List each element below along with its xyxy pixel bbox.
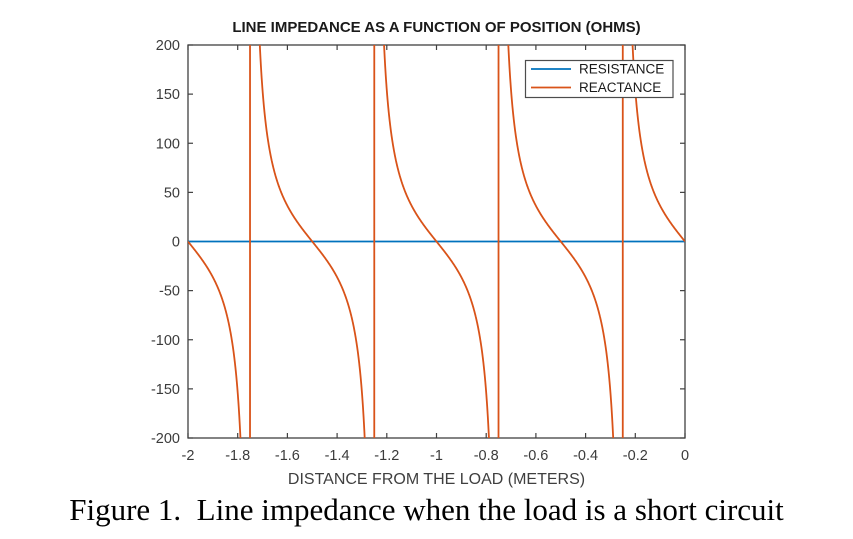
curves-layer xyxy=(188,45,685,438)
x-tick-label: -1.4 xyxy=(325,448,350,464)
x-axis-label: DISTANCE FROM THE LOAD (METERS) xyxy=(288,471,585,488)
chart-title: LINE IMPEDANCE AS A FUNCTION OF POSITION… xyxy=(232,19,640,36)
x-tick-label: -1 xyxy=(430,448,443,464)
x-tick-label: -0.8 xyxy=(474,448,499,464)
y-tick-label: -50 xyxy=(159,284,180,300)
y-tick-label: -150 xyxy=(151,382,180,398)
legend: RESISTANCE REACTANCE xyxy=(524,59,674,99)
legend-box xyxy=(524,59,674,99)
y-tick-label: -100 xyxy=(151,333,180,349)
x-tick-label: -1.8 xyxy=(225,448,250,464)
y-tick-label: 100 xyxy=(156,136,180,152)
x-tick-label: -0.2 xyxy=(623,448,648,464)
figure-caption: Figure 1. Line impedance when the load i… xyxy=(69,492,784,527)
x-tick-label: -0.6 xyxy=(523,448,548,464)
impedance-plot: LINE IMPEDANCE AS A FUNCTION OF POSITION… xyxy=(151,19,689,488)
y-tick-label: 50 xyxy=(164,185,180,201)
y-tick-label: 0 xyxy=(172,235,180,251)
y-tick-label: -200 xyxy=(151,431,180,447)
y-tick-label: 200 xyxy=(156,38,180,54)
y-tick-label: 150 xyxy=(156,87,180,103)
reactance-curve xyxy=(188,45,685,438)
legend-label-resistance: RESISTANCE xyxy=(579,62,664,77)
x-tick-label: -2 xyxy=(182,448,195,464)
x-tick-label: -1.6 xyxy=(275,448,300,464)
legend-label-reactance: REACTANCE xyxy=(579,80,661,95)
x-tick-label: 0 xyxy=(681,448,689,464)
x-tick-label: -1.2 xyxy=(374,448,399,464)
x-tick-label: -0.4 xyxy=(573,448,598,464)
